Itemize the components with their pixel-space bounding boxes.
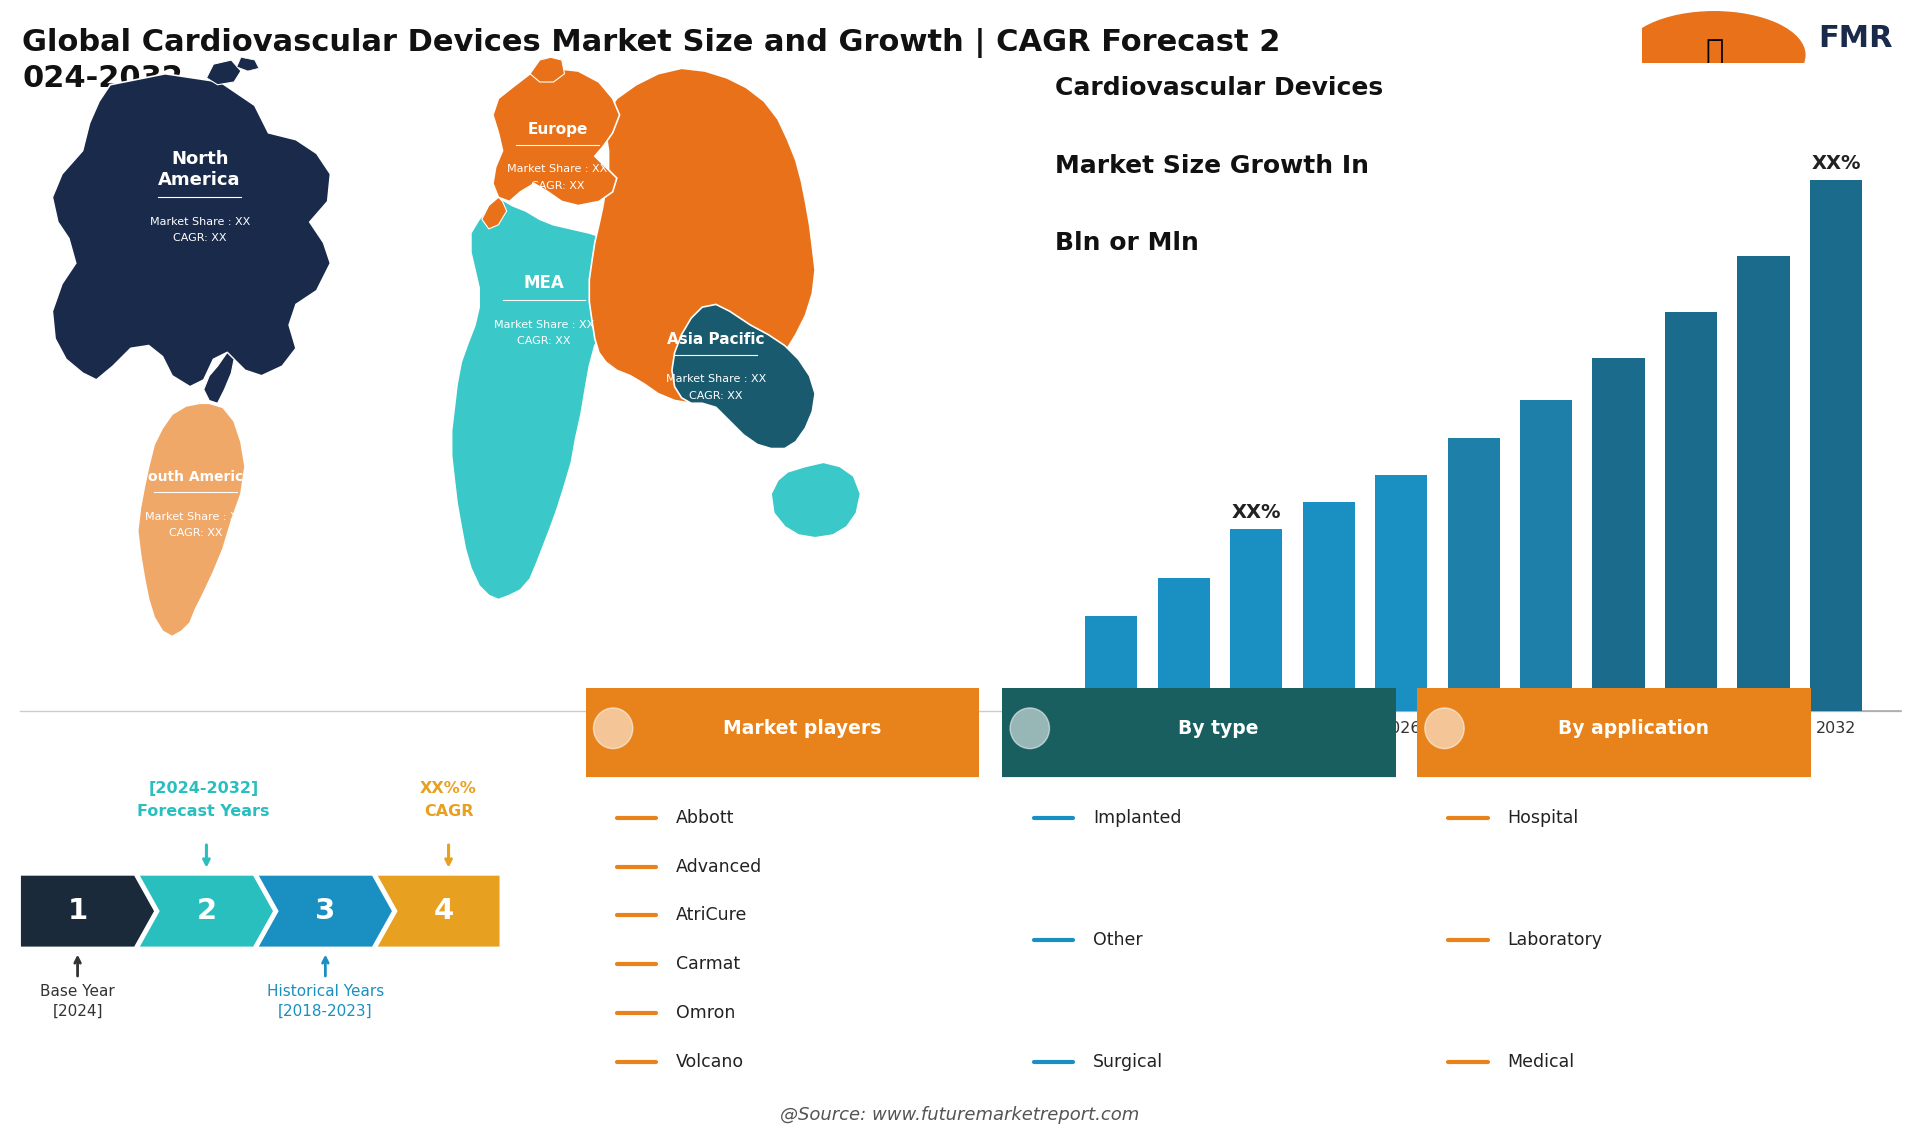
Text: Global Cardiovascular Devices Market Size and Growth | CAGR Forecast 2: Global Cardiovascular Devices Market Siz…	[21, 28, 1281, 58]
Text: Market Size Growth In: Market Size Growth In	[1054, 154, 1369, 178]
Text: Market Share : XX: Market Share : XX	[493, 320, 593, 330]
Text: Asia Pacific: Asia Pacific	[668, 332, 764, 347]
Text: CAGR: CAGR	[424, 804, 474, 819]
Text: XX%: XX%	[1231, 503, 1281, 521]
Bar	[1302, 502, 1356, 711]
Text: FUTURE MARKET REPORT: FUTURE MARKET REPORT	[1707, 100, 1836, 109]
Text: [2024]: [2024]	[52, 1004, 104, 1019]
Text: Medical: Medical	[1507, 1053, 1574, 1070]
Text: 3: 3	[315, 897, 336, 925]
Text: [2024-2032]: [2024-2032]	[148, 782, 259, 796]
FancyBboxPatch shape	[987, 680, 1411, 777]
Text: Cardiovascular Devices: Cardiovascular Devices	[1054, 76, 1382, 100]
Text: Carmat: Carmat	[676, 956, 741, 973]
Polygon shape	[138, 403, 246, 637]
Text: Volcano: Volcano	[676, 1053, 745, 1070]
Text: 1: 1	[67, 897, 88, 925]
FancyBboxPatch shape	[1409, 756, 1818, 1099]
Bar	[1738, 256, 1789, 711]
FancyBboxPatch shape	[1402, 680, 1826, 777]
Text: By application: By application	[1557, 719, 1709, 738]
Text: Abbott: Abbott	[676, 809, 735, 826]
Polygon shape	[259, 876, 392, 947]
Polygon shape	[236, 57, 259, 71]
Bar	[1665, 313, 1716, 711]
Bar	[1811, 180, 1862, 711]
Text: North
America: North America	[157, 150, 240, 189]
Text: Europe: Europe	[528, 121, 588, 136]
Text: Market Share : XX: Market Share : XX	[507, 164, 609, 174]
Text: By type: By type	[1179, 719, 1260, 738]
Polygon shape	[482, 197, 507, 229]
Circle shape	[1624, 11, 1805, 99]
Bar	[1375, 476, 1427, 711]
Text: Forecast Years: Forecast Years	[138, 804, 271, 819]
Bar	[1521, 400, 1572, 711]
FancyBboxPatch shape	[578, 756, 987, 1099]
Text: Base Year: Base Year	[40, 983, 115, 998]
Circle shape	[593, 708, 634, 748]
Polygon shape	[451, 197, 636, 599]
Text: FMR: FMR	[1818, 24, 1893, 54]
Text: Laboratory: Laboratory	[1507, 931, 1603, 949]
Polygon shape	[204, 353, 234, 403]
Text: Market Share : XX: Market Share : XX	[666, 375, 766, 384]
Text: Bln or Mln: Bln or Mln	[1054, 231, 1198, 256]
Text: Advanced: Advanced	[676, 857, 762, 876]
Text: CAGR: XX: CAGR: XX	[516, 336, 570, 346]
Polygon shape	[207, 60, 240, 85]
Text: CAGR: XX: CAGR: XX	[689, 391, 743, 401]
Text: CAGR: XX: CAGR: XX	[173, 233, 227, 243]
Bar	[1592, 358, 1645, 711]
Text: MEA: MEA	[524, 274, 564, 292]
Text: Other: Other	[1092, 931, 1142, 949]
Text: CAGR: XX: CAGR: XX	[169, 528, 223, 539]
Bar	[1448, 438, 1500, 711]
Polygon shape	[21, 876, 154, 947]
Bar	[1085, 615, 1137, 711]
Text: 024-2032: 024-2032	[21, 64, 182, 93]
Text: South America: South America	[138, 470, 253, 485]
Text: XX%: XX%	[1811, 155, 1860, 173]
Text: XX%%: XX%%	[420, 782, 476, 796]
Polygon shape	[589, 69, 816, 403]
Circle shape	[1010, 708, 1050, 748]
Text: CAGR: XX: CAGR: XX	[530, 181, 584, 191]
Text: Historical Years: Historical Years	[267, 983, 384, 998]
Bar	[1231, 528, 1283, 711]
Polygon shape	[140, 876, 273, 947]
Circle shape	[1425, 708, 1465, 748]
Text: Implanted: Implanted	[1092, 809, 1181, 826]
Text: Surgical: Surgical	[1092, 1053, 1164, 1070]
Text: AtriCure: AtriCure	[676, 906, 747, 925]
Text: 2: 2	[196, 897, 217, 925]
Bar	[1158, 578, 1210, 711]
Text: Market players: Market players	[724, 719, 881, 738]
Text: Hospital: Hospital	[1507, 809, 1578, 826]
Text: [2018-2023]: [2018-2023]	[278, 1004, 372, 1019]
Polygon shape	[493, 69, 620, 205]
Polygon shape	[672, 305, 816, 448]
Text: 4: 4	[434, 897, 455, 925]
Text: Market Share : XX: Market Share : XX	[146, 512, 246, 521]
Text: 🌿: 🌿	[1705, 38, 1724, 68]
FancyBboxPatch shape	[995, 756, 1404, 1099]
Text: @Source: www.futuremarketreport.com: @Source: www.futuremarketreport.com	[780, 1106, 1140, 1124]
Polygon shape	[772, 462, 860, 537]
Polygon shape	[530, 57, 564, 83]
FancyBboxPatch shape	[570, 680, 995, 777]
Text: Omron: Omron	[676, 1004, 735, 1022]
Polygon shape	[52, 73, 330, 387]
Polygon shape	[378, 876, 499, 947]
Text: Market Share : XX: Market Share : XX	[150, 217, 250, 227]
